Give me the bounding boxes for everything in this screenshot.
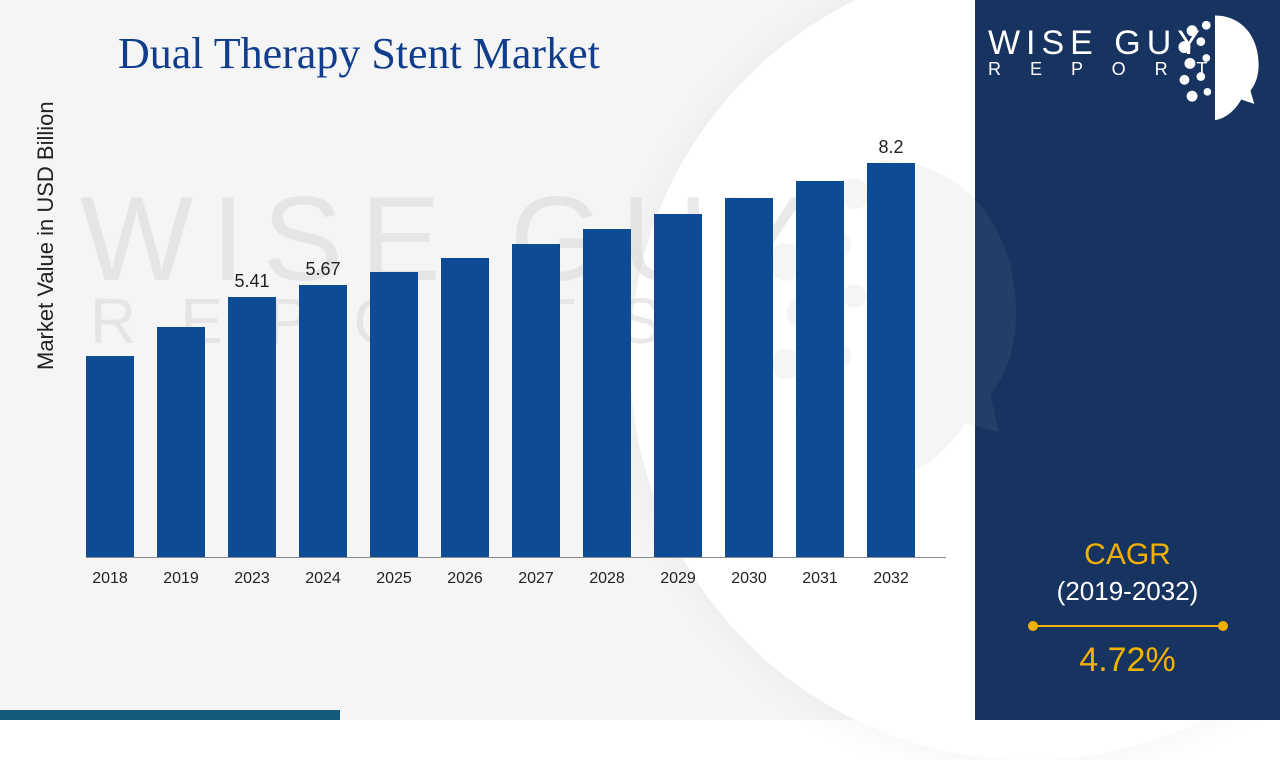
cagr-block: CAGR (2019-2032) 4.72%: [975, 538, 1280, 680]
x-tick-label: 2019: [157, 570, 205, 588]
bar: [725, 198, 773, 558]
bar-group: 2026: [441, 258, 489, 558]
bar-group: 8.22032: [867, 163, 915, 558]
chart-title: Dual Therapy Stent Market: [118, 28, 600, 79]
bar: [796, 181, 844, 558]
bar: [299, 285, 347, 558]
bar-group: 2031: [796, 181, 844, 558]
x-tick-label: 2030: [725, 570, 773, 588]
bar: [228, 297, 276, 558]
bar-group: 2019: [157, 327, 205, 558]
brand-logo: WISE GUY R E P O R T S: [988, 24, 1260, 80]
bar-group: 2025: [370, 272, 418, 558]
plot-area: 2018 2019 5.412023 5.672024 2025 2026 2027 2028…: [86, 150, 946, 558]
bar: [157, 327, 205, 558]
bar-group: 2030: [725, 198, 773, 558]
x-tick-label: 2025: [370, 570, 418, 588]
x-tick-label: 2031: [796, 570, 844, 588]
bar: [441, 258, 489, 558]
x-tick-label: 2028: [583, 570, 631, 588]
bar-group: 2029: [654, 214, 702, 558]
x-tick-label: 2027: [512, 570, 560, 588]
cagr-value: 4.72%: [975, 641, 1280, 680]
bar-group: 2027: [512, 244, 560, 558]
footer-accent-bar: [0, 710, 340, 720]
bar-group: 2028: [583, 229, 631, 558]
cagr-period: (2019-2032): [975, 576, 1280, 607]
bar-group: 2018: [86, 356, 134, 558]
bar-value-label: 5.67: [299, 259, 347, 280]
bar: [867, 163, 915, 558]
y-axis-label: Market Value in USD Billion: [33, 101, 59, 370]
brand-line2: R E P O R T S: [988, 59, 1260, 80]
bar: [654, 214, 702, 558]
x-tick-label: 2026: [441, 570, 489, 588]
bar-group: 5.672024: [299, 285, 347, 558]
x-axis-baseline: [86, 557, 946, 558]
x-tick-label: 2023: [228, 570, 276, 588]
x-tick-label: 2032: [867, 570, 915, 588]
brand-line1: WISE GUY: [988, 24, 1260, 63]
x-tick-label: 2024: [299, 570, 347, 588]
x-tick-label: 2018: [86, 570, 134, 588]
bar-value-label: 5.41: [228, 271, 276, 292]
x-tick-label: 2029: [654, 570, 702, 588]
cagr-divider: [1033, 625, 1223, 627]
bar: [583, 229, 631, 558]
bar: [512, 244, 560, 558]
bar-value-label: 8.2: [867, 137, 915, 158]
bar: [370, 272, 418, 558]
cagr-label: CAGR: [975, 538, 1280, 572]
bar-group: 5.412023: [228, 297, 276, 558]
bar-chart: Market Value in USD Billion 201820195.41…: [56, 150, 946, 590]
bar: [86, 356, 134, 558]
